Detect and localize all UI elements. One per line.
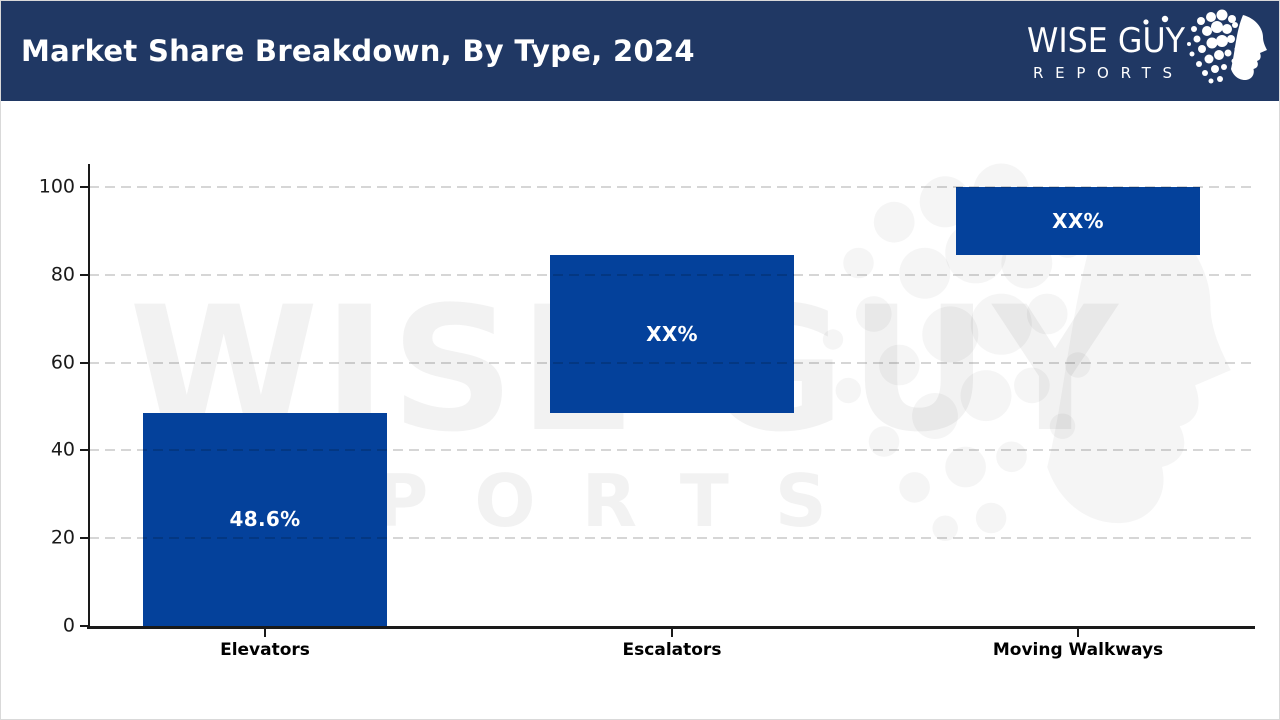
x-axis-label-escalators: Escalators: [622, 640, 722, 660]
x-axis-label-elevators: Elevators: [220, 640, 310, 660]
y-tick-label: 0: [62, 614, 75, 637]
bar-elevators: 48.6%: [143, 412, 387, 626]
y-tick-mark: [80, 361, 88, 364]
bar-moving-walkways: XX%: [956, 187, 1200, 255]
gridline-40: [89, 449, 1254, 452]
bar-value-label: XX%: [646, 321, 698, 346]
gridline-80: [89, 273, 1254, 276]
y-axis-line: [88, 164, 90, 628]
gridline-20: [89, 537, 1254, 540]
y-tick-mark: [80, 625, 88, 627]
x-axis-line: [87, 626, 1255, 629]
y-tick-mark: [80, 273, 88, 276]
header: Market Share Breakdown, By Type, 2024 WI…: [1, 1, 1279, 101]
y-tick-mark: [80, 186, 88, 188]
gridline-100: [89, 186, 1254, 188]
y-tick-label: 100: [38, 175, 75, 198]
y-tick-mark: [80, 537, 88, 540]
y-tick-label: 40: [50, 438, 75, 461]
wiseguy-logo: WISE GUY REPORTS: [1027, 9, 1267, 83]
page-title: Market Share Breakdown, By Type, 2024: [21, 34, 695, 68]
bar-value-label: XX%: [1052, 208, 1104, 233]
logo-wordmark: WISE GUY: [1027, 21, 1185, 61]
y-tick-mark: [80, 449, 88, 452]
logo-dot-icon: [1143, 18, 1149, 25]
logo-face-icon: [1187, 9, 1267, 83]
y-tick-label: 80: [50, 263, 75, 286]
x-tick-mark: [1077, 629, 1079, 637]
x-axis-label-moving-walkways: Moving Walkways: [992, 640, 1164, 660]
x-tick-mark: [671, 629, 673, 637]
bar-escalators: XX%: [550, 254, 794, 413]
bar-value-label: 48.6%: [229, 507, 301, 532]
y-tick-label: 20: [50, 526, 75, 549]
logo-subtext: REPORTS: [1033, 64, 1181, 82]
y-tick-label: 60: [50, 351, 75, 374]
logo-dot-icon: [1161, 15, 1169, 22]
x-tick-mark: [264, 629, 266, 637]
gridline-60: [89, 361, 1254, 364]
